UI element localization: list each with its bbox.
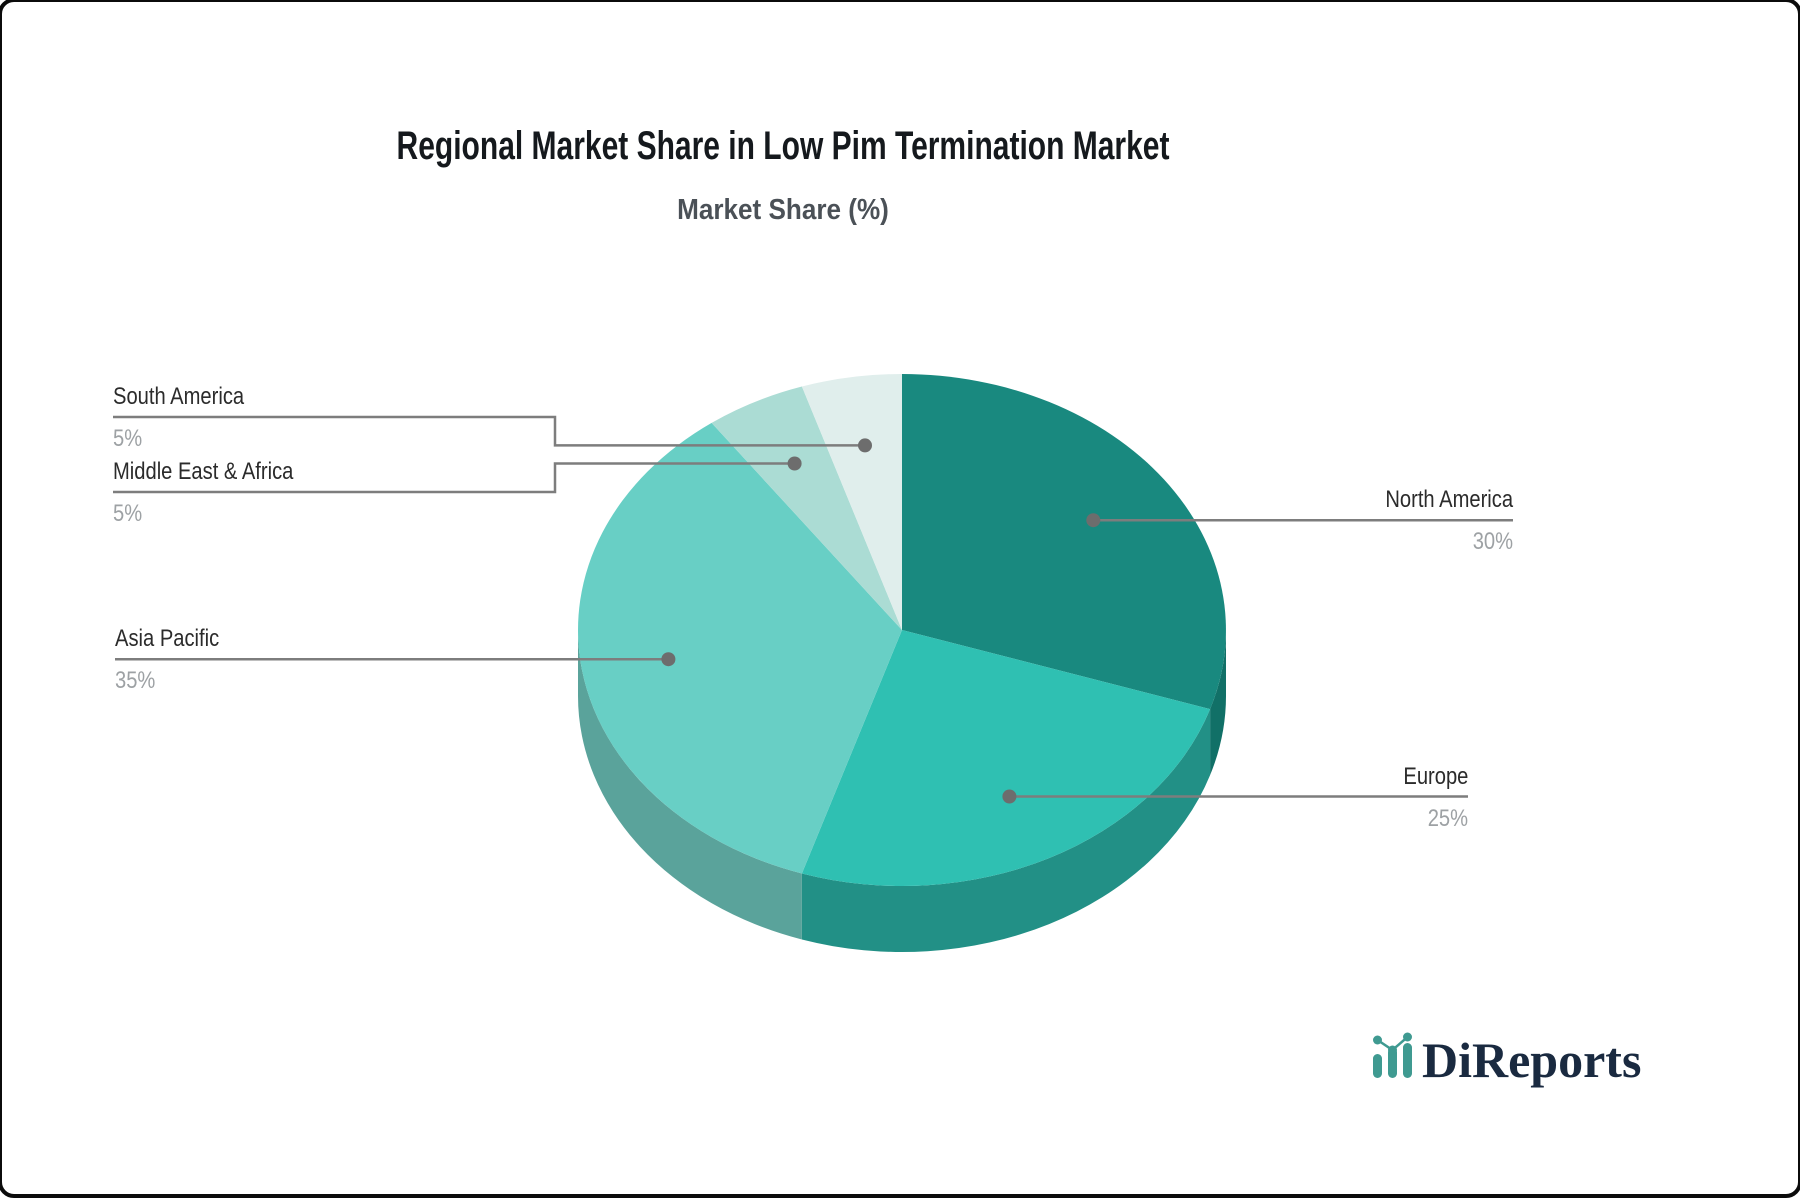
direports-logo-icon bbox=[1373, 1032, 1412, 1078]
pie-slice-south-america bbox=[801, 374, 902, 630]
leader-line-middle-east-africa bbox=[113, 462, 795, 494]
leader-dot-north-america bbox=[1086, 513, 1101, 528]
leader-dot-middle-east-africa bbox=[787, 456, 802, 471]
direports-logo-text: DiReports bbox=[1422, 1032, 1642, 1088]
pie-slice-asia-pacific bbox=[578, 422, 902, 874]
leader-dot-south-america bbox=[858, 438, 872, 453]
chart-title: Regional Market Share in Low Pim Termina… bbox=[396, 124, 1170, 168]
pie-slice-middle-east-africa bbox=[711, 386, 902, 630]
leader-dot-europe bbox=[1002, 789, 1017, 804]
direports-logo: DiReports bbox=[1372, 1032, 1641, 1088]
pie-side-europe bbox=[801, 709, 1211, 953]
chart-subtitle: Market Share (%) bbox=[677, 194, 889, 226]
pie-slice-north-america bbox=[902, 374, 1226, 710]
leader-dot-asia-pacific bbox=[661, 652, 676, 667]
leader-line-south-america bbox=[113, 415, 865, 447]
pie-slice-europe bbox=[801, 630, 1211, 887]
pie-side-north-america bbox=[1210, 630, 1226, 776]
pie-side-asia-pacific bbox=[577, 630, 802, 940]
